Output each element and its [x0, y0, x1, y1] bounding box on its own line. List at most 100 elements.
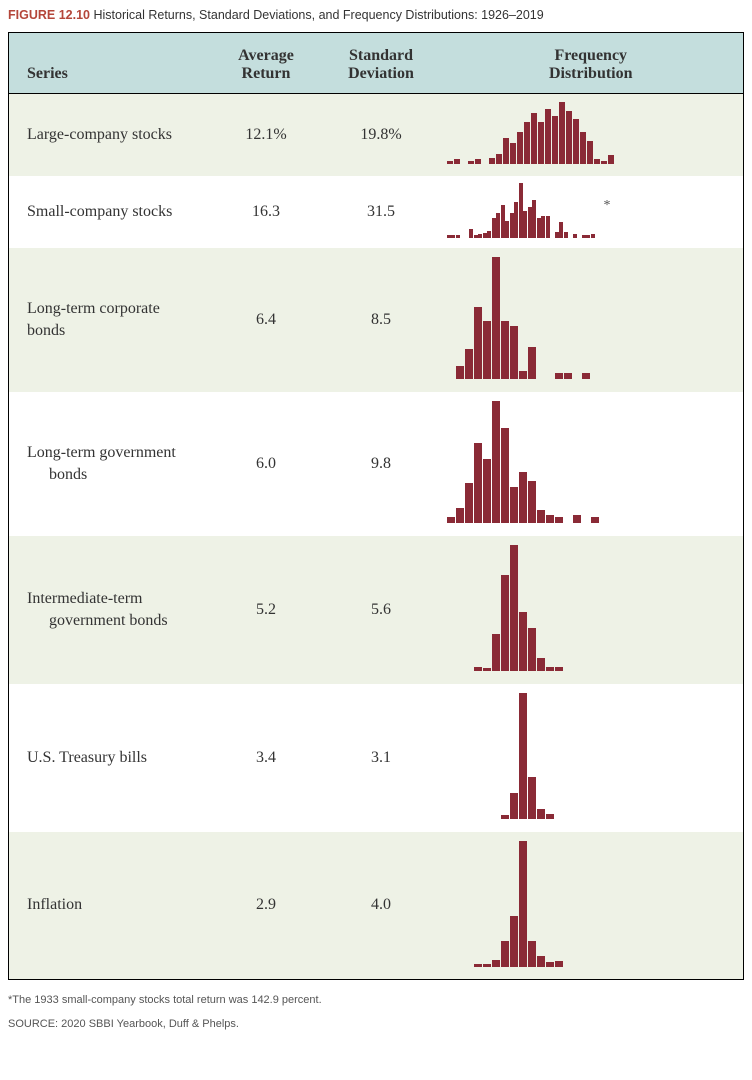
histogram-bar [546, 216, 550, 238]
histogram-bar [501, 321, 509, 379]
series-cell: Intermediate-termgovernment bonds [9, 536, 209, 684]
col-header-avg: AverageReturn [209, 33, 324, 94]
series-cell: U.S. Treasury bills [9, 684, 209, 832]
histogram-bar [510, 545, 518, 671]
histogram-bar [454, 159, 460, 164]
histogram-bar [524, 122, 530, 165]
histogram-bar [496, 154, 502, 165]
table-row: Small-company stocks16.331.5* [9, 176, 744, 248]
histogram-cell [439, 94, 744, 176]
std-dev-cell: 4.0 [324, 832, 439, 980]
histogram-bar [501, 428, 509, 523]
std-dev-cell: 3.1 [324, 684, 439, 832]
histogram-bar [555, 373, 563, 379]
histogram-bar [468, 161, 474, 164]
table-row: Large-company stocks12.1%19.8% [9, 94, 744, 176]
histogram-bar [510, 793, 518, 819]
histogram-bar [519, 371, 527, 379]
histogram-bar [505, 221, 509, 238]
histogram-bar [532, 200, 536, 237]
histogram-bar [552, 116, 558, 164]
histogram-bar [456, 508, 464, 523]
histogram-bar [546, 814, 554, 819]
returns-table: Series AverageReturn StandardDeviation F… [8, 32, 744, 980]
histogram-cell [439, 248, 744, 392]
asterisk-marker: * [604, 198, 611, 214]
histogram-bar [451, 235, 455, 237]
histogram-cell [439, 392, 744, 536]
histogram-bar [537, 510, 545, 523]
histogram-bar [492, 257, 500, 379]
histogram-bar [514, 202, 518, 237]
histogram-bar [474, 307, 482, 379]
footnote: *The 1933 small-company stocks total ret… [8, 994, 744, 1006]
col-header-std: StandardDeviation [324, 33, 439, 94]
histogram-bar [528, 777, 536, 819]
histogram-bar [492, 401, 500, 523]
histogram-bar [519, 472, 527, 523]
figure-label: FIGURE 12.10 [8, 8, 90, 22]
histogram-bar [465, 483, 473, 523]
table-row: Long-term corporate bonds6.48.5 [9, 248, 744, 392]
histogram-bar [483, 233, 487, 237]
histogram-bar [447, 517, 455, 523]
histogram-bar [510, 487, 518, 523]
histogram-bar [587, 141, 593, 165]
histogram-bar [555, 517, 563, 523]
histogram-bar [510, 143, 516, 164]
histogram-bar [591, 517, 599, 523]
histogram [447, 183, 595, 238]
avg-return-cell: 6.4 [209, 248, 324, 392]
series-cell: Inflation [9, 832, 209, 980]
histogram-bar [537, 658, 545, 671]
histogram-bar [447, 235, 451, 237]
histogram-bar [456, 366, 464, 379]
histogram-bar [510, 916, 518, 967]
col-header-series: Series [9, 33, 209, 94]
table-row: U.S. Treasury bills3.43.1 [9, 684, 744, 832]
histogram-bar [555, 232, 559, 238]
histogram-bar [483, 321, 491, 379]
histogram-bar [537, 809, 545, 820]
histogram-bar [492, 218, 496, 238]
histogram-bar [546, 515, 554, 523]
avg-return-cell: 6.0 [209, 392, 324, 536]
histogram-bar [475, 159, 481, 164]
avg-return-cell: 3.4 [209, 684, 324, 832]
histogram-bar [447, 161, 453, 164]
std-dev-cell: 19.8% [324, 94, 439, 176]
std-dev-cell: 9.8 [324, 392, 439, 536]
histogram-bar [489, 158, 495, 164]
histogram-bar [474, 667, 482, 671]
table-body: Large-company stocks12.1%19.8%Small-comp… [9, 94, 744, 980]
histogram-bar [594, 159, 600, 164]
std-dev-cell: 31.5 [324, 176, 439, 248]
histogram-bar [582, 235, 586, 237]
histogram-bar [523, 211, 527, 237]
histogram-bar [555, 667, 563, 671]
histogram-bar [555, 961, 563, 966]
histogram-bar [469, 229, 473, 238]
histogram-bar [591, 234, 595, 237]
std-dev-cell: 5.6 [324, 536, 439, 684]
histogram-bar [531, 113, 537, 164]
series-cell: Small-company stocks [9, 176, 209, 248]
histogram-bar [586, 235, 590, 237]
histogram-bar [559, 102, 565, 164]
histogram-bar [573, 119, 579, 164]
histogram [447, 545, 563, 671]
histogram-bar [474, 235, 478, 237]
histogram-bar [519, 841, 527, 967]
figure-title-text: Historical Returns, Standard Deviations,… [93, 8, 543, 22]
histogram-bar [559, 222, 563, 237]
histogram-bar [528, 941, 536, 967]
histogram-bar [478, 234, 482, 237]
avg-return-cell: 5.2 [209, 536, 324, 684]
histogram-bar [528, 207, 532, 238]
histogram-bar [474, 964, 482, 967]
histogram-bar [537, 956, 545, 967]
source-line: SOURCE: 2020 SBBI Yearbook, Duff & Phelp… [8, 1018, 744, 1030]
avg-return-cell: 12.1% [209, 94, 324, 176]
histogram-bar [564, 373, 572, 379]
histogram-bar [545, 109, 551, 165]
